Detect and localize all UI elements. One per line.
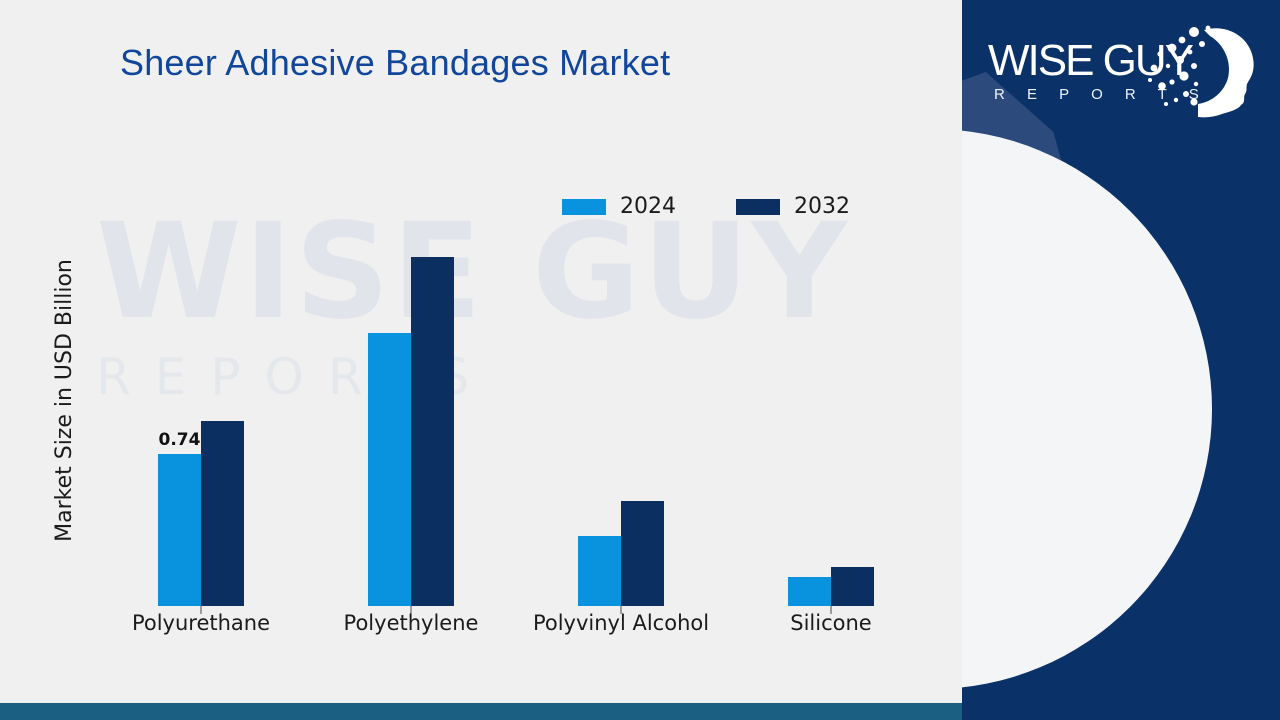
legend-item-2024[interactable]: 2024 [562,194,676,219]
bar-2032[interactable] [621,501,664,606]
plot-area: 0.74 [96,230,936,614]
x-axis-tick [200,606,202,614]
head-profile-dots-icon [1148,25,1254,118]
bar-group [516,230,726,614]
bar-rect [831,567,874,606]
bar-rect [788,577,831,606]
bar-2032[interactable] [201,421,244,606]
x-axis-tick [830,606,832,614]
bar-2032[interactable] [411,257,454,606]
bar-value-label: 0.74 [158,430,201,450]
bar-rect [158,454,201,606]
logo-wordmark: WISE GUY [988,36,1194,85]
bar-rect [411,257,454,606]
y-axis-title: Market Size in USD Billion [46,214,82,586]
bar-pair: 0.74 [96,230,306,614]
bar-group [726,230,936,614]
page-title: Sheer Adhesive Bandages Market [120,42,671,83]
legend-item-2032[interactable]: 2032 [736,194,850,219]
bar-2024[interactable]: 0.74 [158,430,201,606]
x-axis-tick [620,606,622,614]
x-axis-label: Silicone [790,611,872,635]
chart-legend: 2024 2032 [562,194,850,219]
bar-2024[interactable] [368,333,411,606]
brand-logo[interactable]: WISE GUY R E P O R T S [988,24,1256,120]
bar-rect [201,421,244,606]
chart-area: WISE GUY REPORTS Sheer Adhesive Bandages… [0,42,962,720]
x-axis-label: Polyvinyl Alcohol [532,611,710,635]
bar-group: 0.74 [96,230,306,614]
bottom-accent-strip [0,703,962,720]
legend-label-2024: 2024 [620,194,676,219]
bar-group [306,230,516,614]
x-axis-tick [410,606,412,614]
bar-2024[interactable] [578,536,621,606]
bar-pair [726,230,936,614]
decorative-dot-cluster [962,129,1212,689]
logo-subtext: R E P O R T S [994,86,1208,103]
bar-rect [578,536,621,606]
legend-label-2032: 2032 [794,194,850,219]
legend-swatch-2032 [736,198,780,215]
bar-rect [368,333,411,606]
bar-pair [516,230,726,614]
y-axis-title-text: Market Size in USD Billion [51,258,77,542]
x-axis-label: Polyurethane [131,611,271,635]
bar-2024[interactable] [788,577,831,606]
x-axis-labels: Polyurethane Polyethylene Polyvinyl Alcoho… [96,611,936,688]
bar-2032[interactable] [831,567,874,606]
brand-panel: WISE GUY R E P O R T S [962,0,1280,720]
bar-pair [306,230,516,614]
bar-rect [621,501,664,606]
legend-swatch-2024 [562,198,606,215]
x-axis-label: Polyethylene [343,611,479,635]
bar-groups: 0.74 [96,230,936,614]
